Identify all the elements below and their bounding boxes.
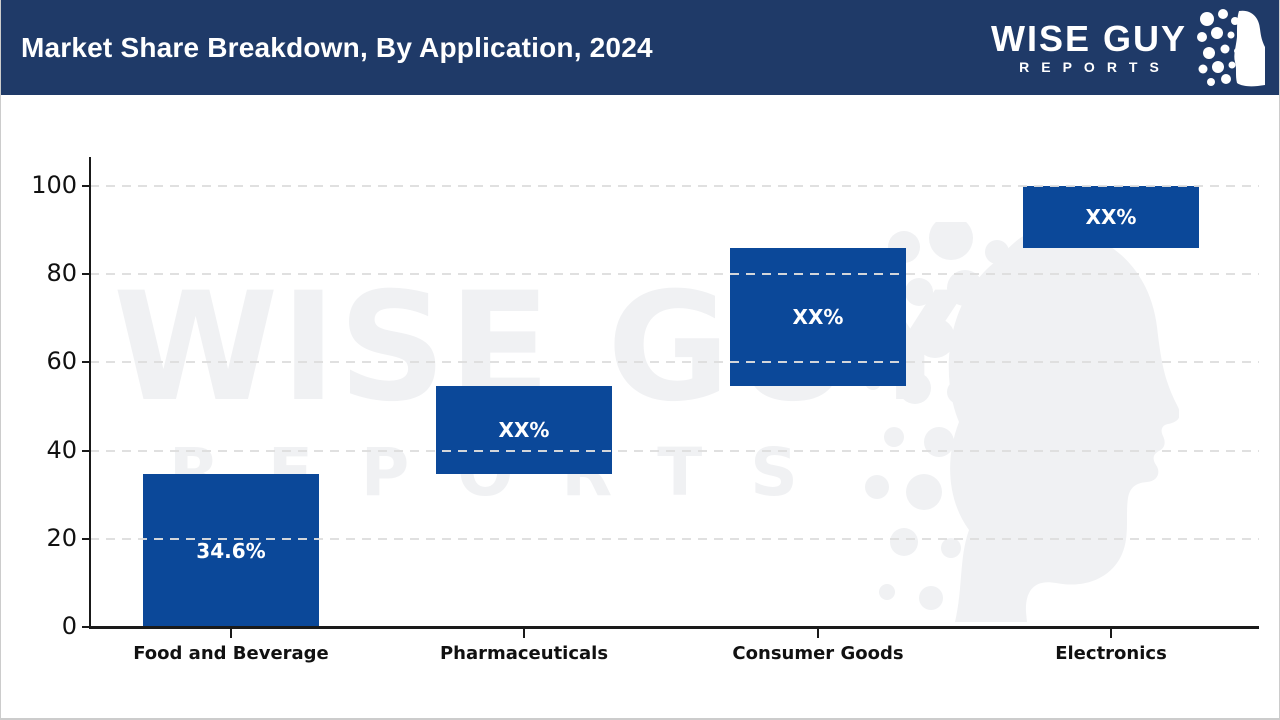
header: Market Share Breakdown, By Application, … [1, 0, 1279, 95]
y-tick-60 [82, 361, 90, 364]
bar-food-and-beverage: 34.6% [143, 474, 319, 627]
gridline-100 [90, 185, 1259, 187]
y-axis [89, 157, 91, 629]
gridline-60 [90, 361, 1259, 364]
x-tick-food-and-beverage [230, 629, 232, 638]
watermark-face-icon [861, 222, 1179, 622]
gridline-20 [90, 537, 1259, 540]
x-tick-consumer-goods [817, 629, 819, 638]
y-tick-label-60: 60 [46, 347, 77, 376]
logo-face-icon [1197, 8, 1265, 86]
bar-value-label: XX% [792, 304, 844, 329]
y-tick-40 [82, 449, 90, 452]
y-tick-label-20: 20 [46, 523, 77, 552]
y-tick-0 [82, 626, 90, 628]
y-tick-label-80: 80 [46, 259, 77, 288]
wise-guy-reports-logo: WISE GUY REPORTS [991, 7, 1265, 89]
x-tick-label-food-and-beverage: Food and Beverage [133, 643, 329, 664]
y-tick-label-40: 40 [46, 435, 77, 464]
x-tick-label-pharmaceuticals: Pharmaceuticals [439, 643, 609, 664]
y-tick-label-0: 0 [61, 612, 77, 640]
bar-pharmaceuticals: XX% [436, 386, 612, 475]
y-tick-20 [82, 537, 90, 540]
logo-text: WISE GUY REPORTS [990, 18, 1187, 75]
x-tick-electronics [1110, 629, 1112, 638]
gridline-40 [90, 449, 1259, 452]
bar-value-label: XX% [498, 418, 550, 443]
y-tick-100 [82, 185, 90, 187]
bar-electronics: XX% [1023, 186, 1199, 248]
y-tick-label-100: 100 [31, 171, 77, 199]
bar-value-label: 34.6% [196, 538, 266, 563]
bar-consumer-goods: XX% [730, 247, 906, 387]
page-title: Market Share Breakdown, By Application, … [21, 31, 653, 63]
gridline-80 [90, 273, 1259, 276]
x-tick-pharmaceuticals [523, 629, 525, 638]
x-tick-label-consumer-goods: Consumer Goods [732, 643, 904, 664]
x-tick-label-electronics: Electronics [1055, 643, 1167, 664]
logo-subtext: REPORTS [1019, 59, 1171, 75]
y-tick-80 [82, 273, 90, 276]
logo-wordmark: WISE GUY [990, 18, 1187, 59]
chart-area: WISE GUY REPORTS 34.6%XX%XX%XX% 02040608… [1, 95, 1279, 718]
bar-value-label: XX% [1085, 204, 1137, 229]
x-axis [89, 626, 1259, 629]
